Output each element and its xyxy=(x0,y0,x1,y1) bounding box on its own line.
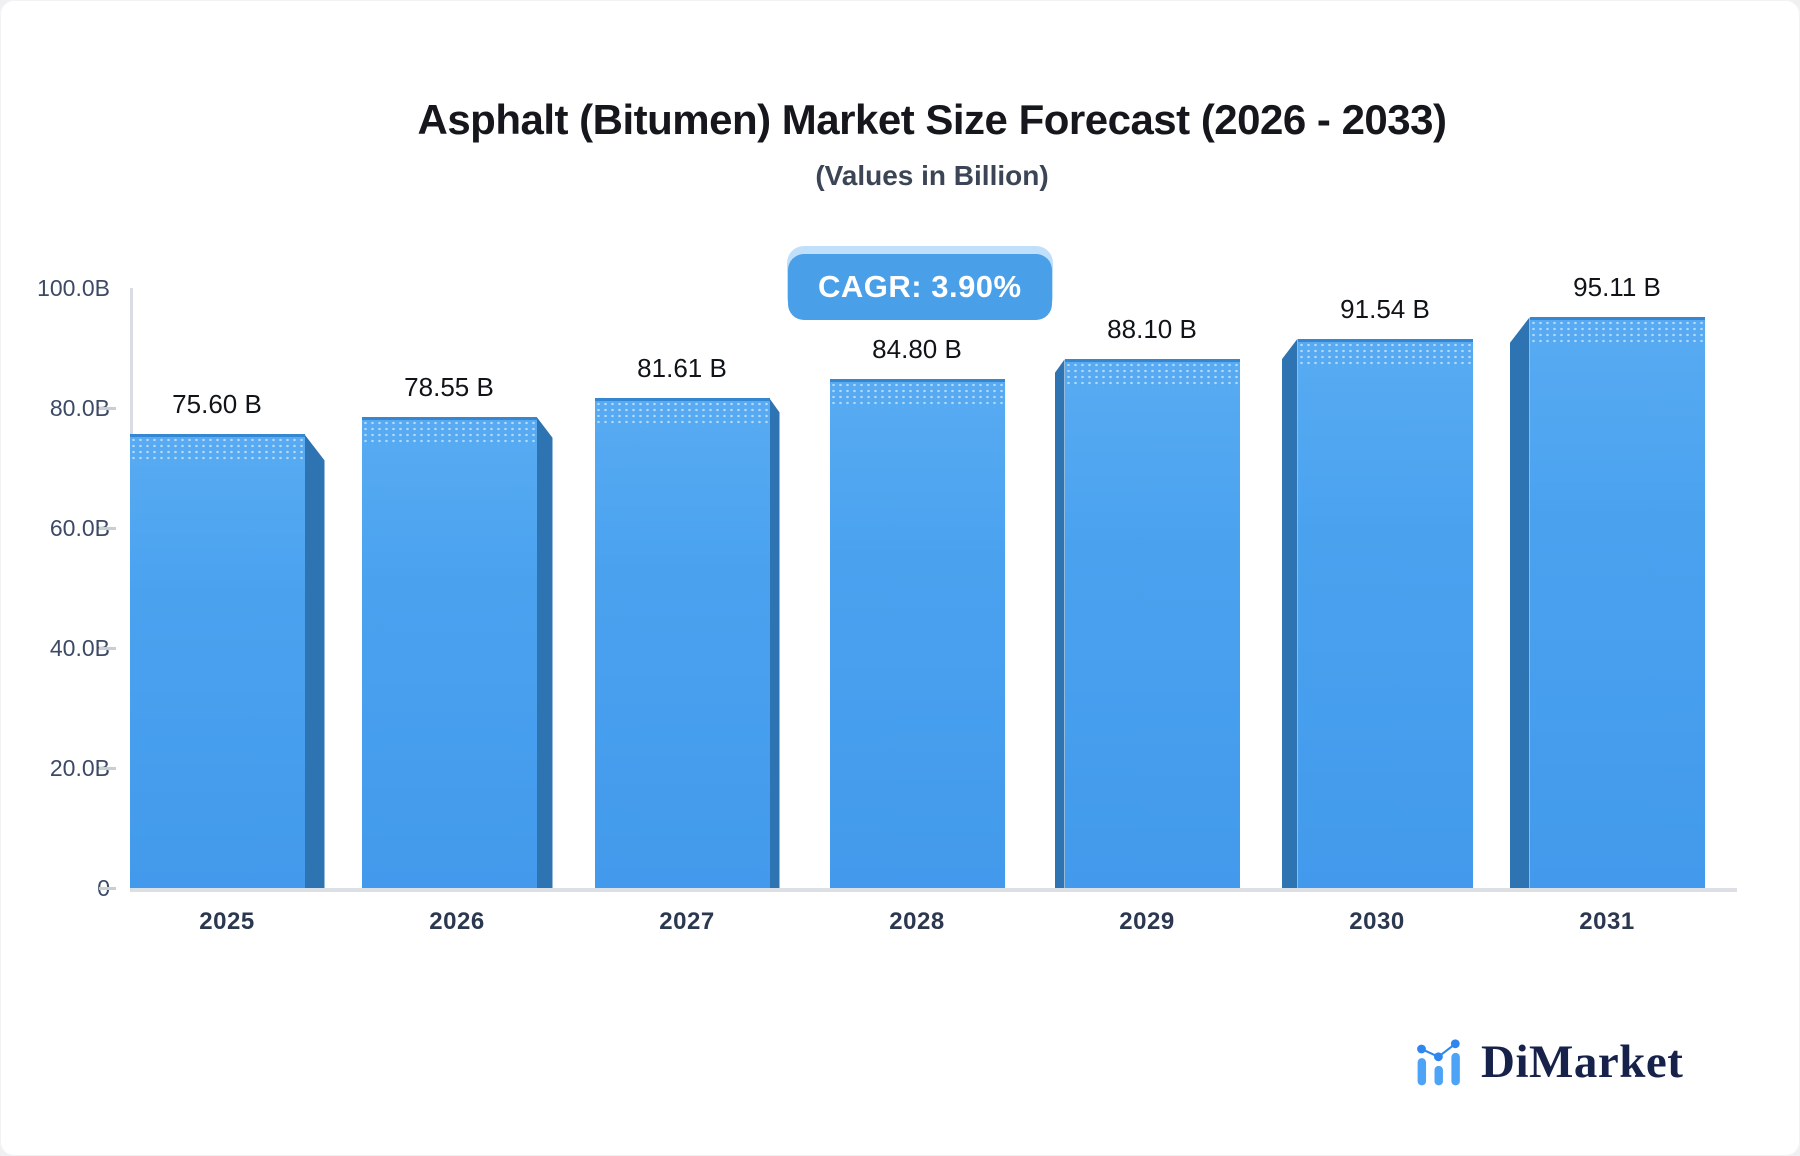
bar-face xyxy=(1064,359,1240,888)
bar-value-label: 81.61 B xyxy=(637,353,727,384)
x-axis-label: 2031 xyxy=(1579,908,1635,935)
bar-top-texture xyxy=(1297,341,1473,368)
bar-top-texture xyxy=(1529,320,1705,347)
y-tick-label: 80.0B xyxy=(49,395,110,421)
x-axis-label: 2026 xyxy=(429,908,485,935)
bar-top-texture xyxy=(1064,362,1240,389)
y-tick-mark xyxy=(99,647,116,650)
x-axis-label: 2027 xyxy=(659,908,715,935)
bar-top-texture xyxy=(129,437,305,464)
chart-title: Asphalt (Bitumen) Market Size Forecast (… xyxy=(417,96,1447,143)
chart-subtitle: (Values in Billion) xyxy=(815,160,1049,191)
x-axis-label: 2030 xyxy=(1349,908,1405,935)
cagr-badge: CAGR: 3.90% xyxy=(788,254,1052,320)
bar-3d-side xyxy=(1054,359,1065,888)
bar-face xyxy=(1529,317,1705,888)
bar xyxy=(129,434,325,888)
bar-face xyxy=(129,434,305,888)
y-tick-label: 60.0B xyxy=(49,515,110,541)
bar-top-texture xyxy=(361,419,537,446)
bar xyxy=(594,398,780,888)
bar-face xyxy=(829,379,1005,888)
bar-3d-side xyxy=(536,416,553,888)
bar-top-texture xyxy=(594,401,770,428)
bar-value-label: 78.55 B xyxy=(404,371,494,402)
bar xyxy=(829,379,1005,888)
chart-header: Asphalt (Bitumen) Market Size Forecast (… xyxy=(130,96,1734,192)
bar-face xyxy=(1297,338,1473,888)
y-tick-label: 40.0B xyxy=(49,635,110,661)
bar-value-label: 95.11 B xyxy=(1573,272,1661,303)
y-tick-label: 20.0B xyxy=(49,755,110,781)
y-tick-label: 100.0B xyxy=(37,275,110,301)
dimarket-logo: DiMarket xyxy=(1415,1030,1683,1094)
bar-3d-side xyxy=(1509,317,1530,888)
bar-3d-side xyxy=(1281,338,1298,888)
bar-value-label: 84.80 B xyxy=(872,334,962,365)
bar-3d-side xyxy=(304,434,325,888)
bar xyxy=(361,416,553,888)
y-tick-mark xyxy=(99,407,116,410)
bar-3d-side xyxy=(769,398,780,888)
logo-text: DiMarket xyxy=(1481,1036,1684,1088)
bar-value-label: 91.54 B xyxy=(1340,293,1430,324)
x-axis-label: 2025 xyxy=(199,908,255,935)
cagr-badge-label: CAGR: 3.90% xyxy=(818,269,1022,304)
y-tick-mark xyxy=(99,767,116,770)
bar-top-texture xyxy=(829,382,1005,409)
bar xyxy=(1509,317,1705,888)
bar xyxy=(1054,359,1240,888)
x-axis-label: 2029 xyxy=(1119,908,1175,935)
y-tick-mark xyxy=(99,887,116,890)
bar-face xyxy=(361,416,537,888)
y-tick-label: 0 xyxy=(24,874,110,902)
bar-chart-logo-icon xyxy=(1417,1039,1460,1086)
plot-area: 75.60 B 78.55 B 81.61 B 84.80 B 88.10 B 91.54… xyxy=(129,272,1737,892)
y-tick-mark xyxy=(99,527,116,530)
x-axis-label: 2028 xyxy=(889,908,945,935)
bar-face xyxy=(594,398,770,888)
bar-value-label: 75.60 B xyxy=(172,389,262,420)
bar xyxy=(1281,338,1473,888)
bar-value-label: 88.10 B xyxy=(1107,314,1197,345)
